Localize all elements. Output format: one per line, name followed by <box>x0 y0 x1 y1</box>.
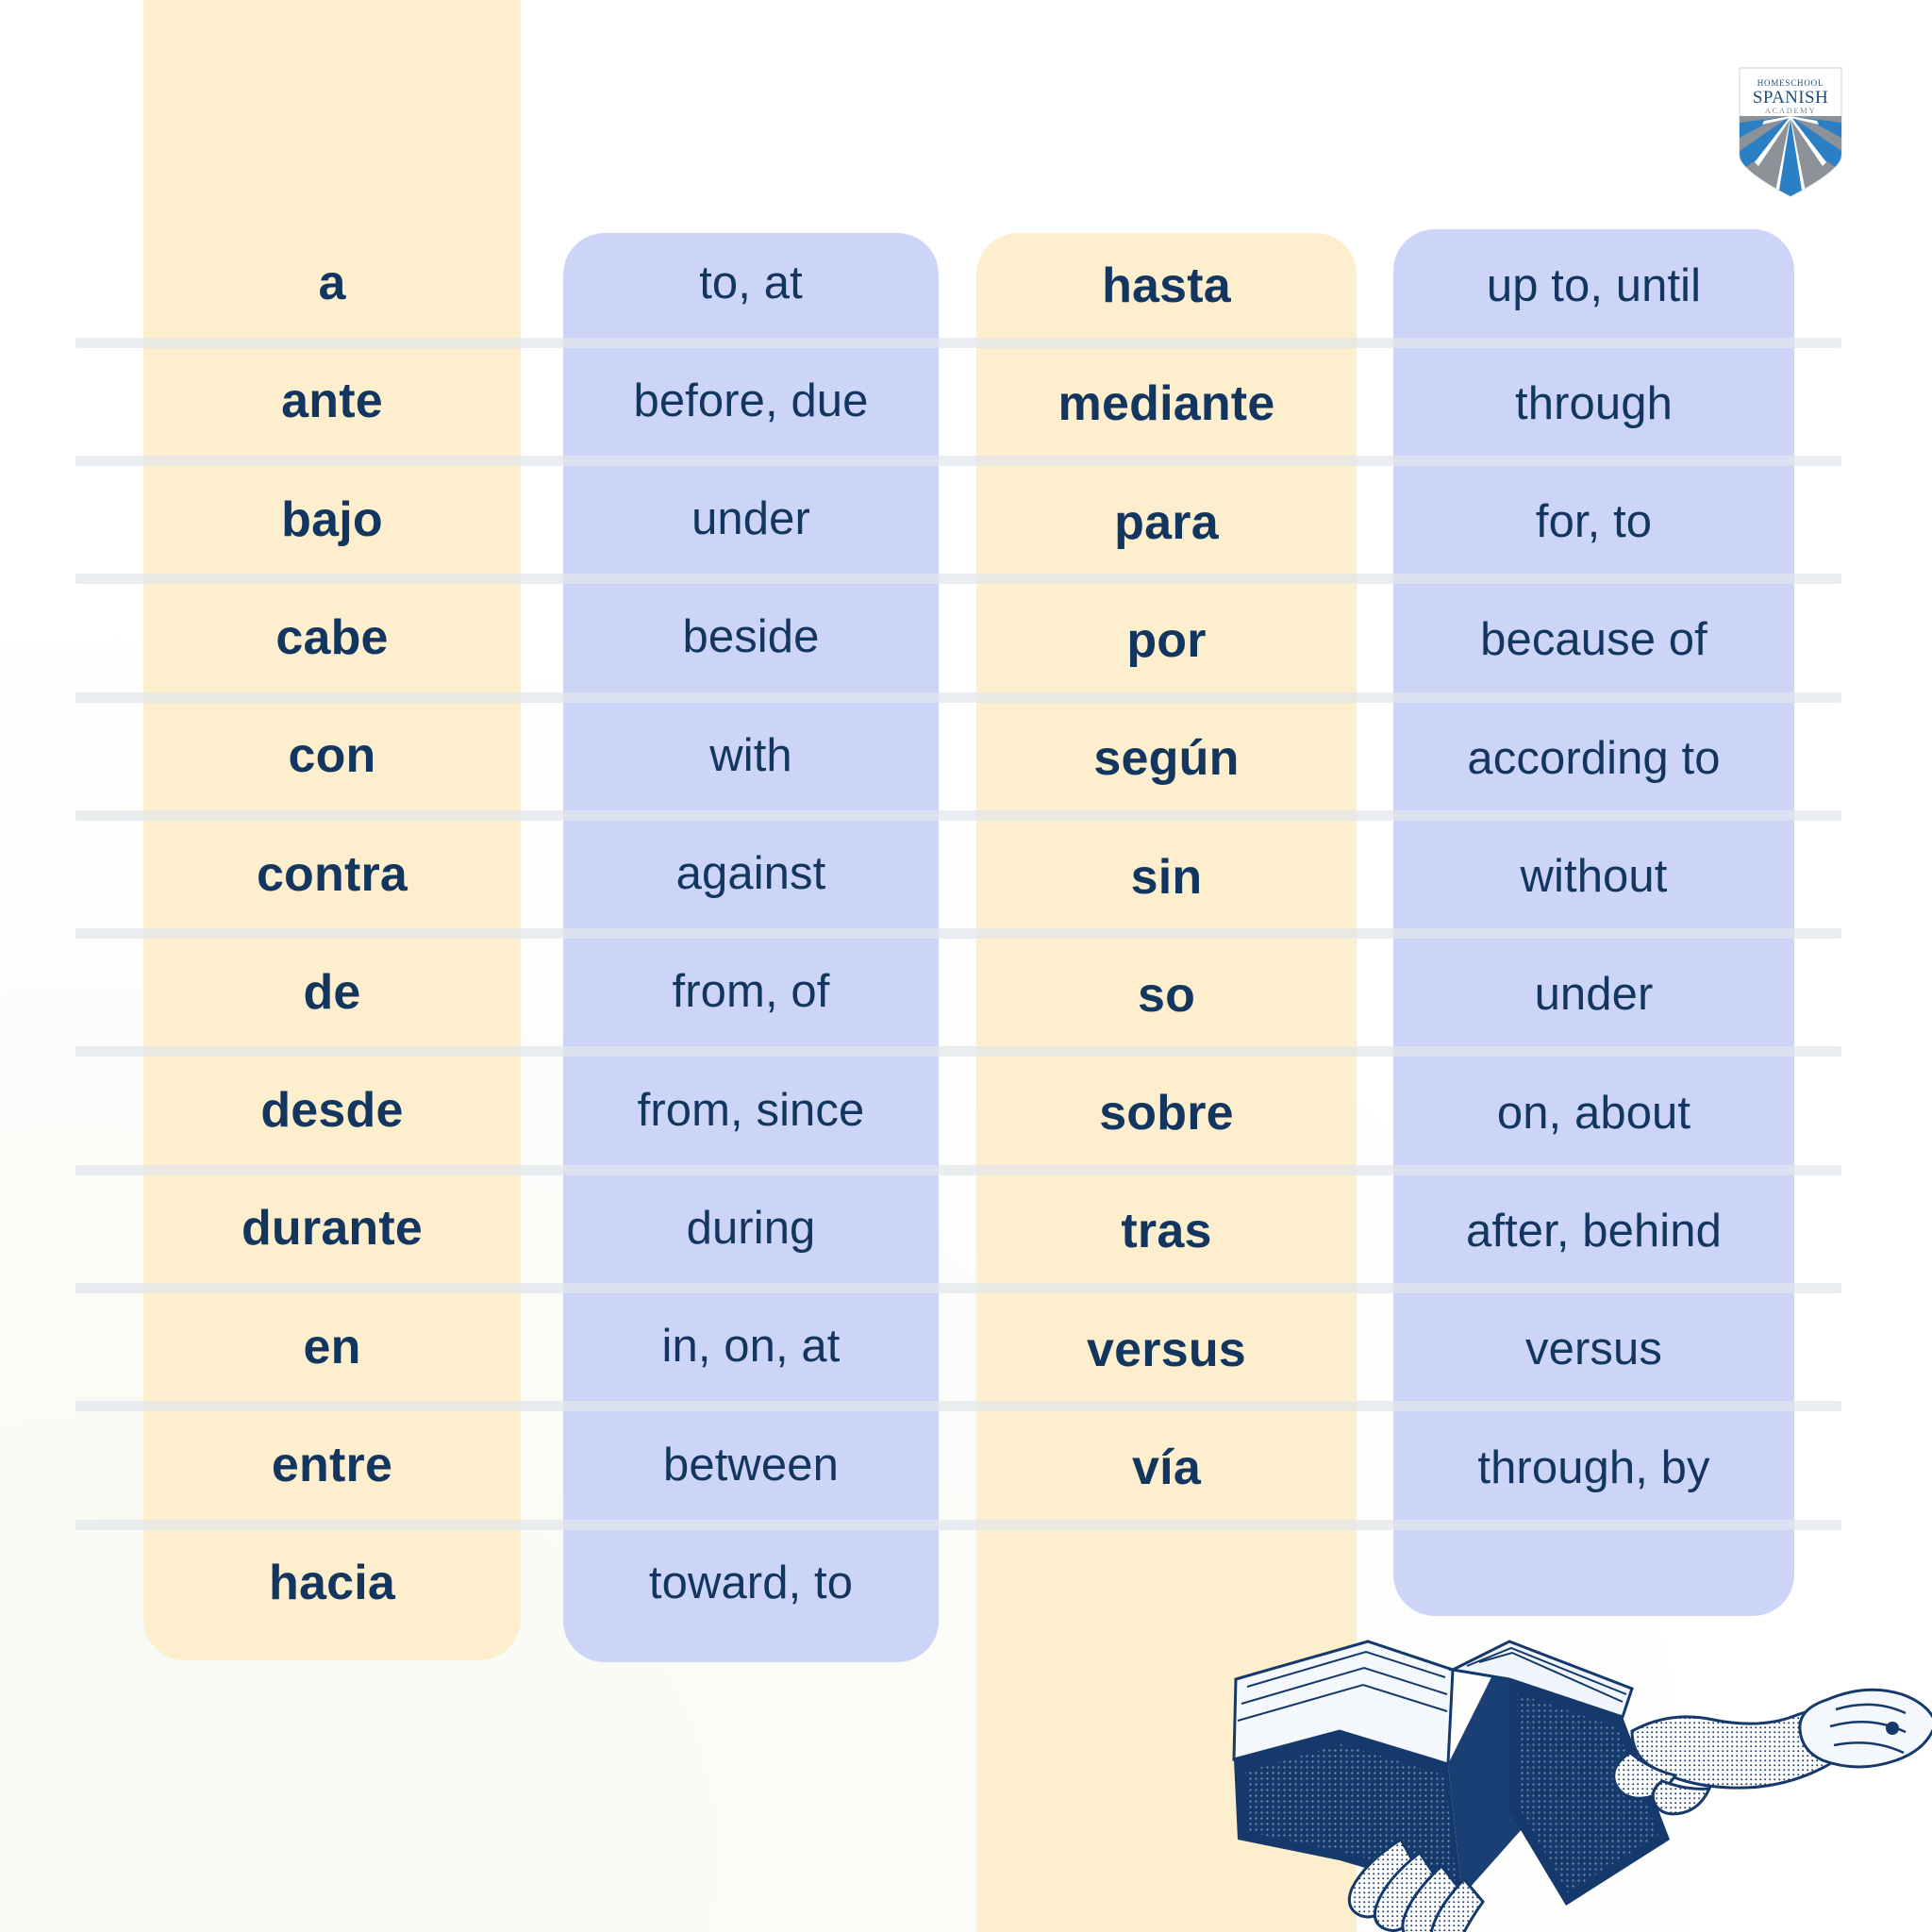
english-column-card-left <box>563 233 939 1662</box>
english-column-card-right <box>1393 229 1794 1616</box>
logo-line-1: HOMESCHOOL <box>1757 78 1824 88</box>
logo-line-2: SPANISH <box>1753 88 1828 108</box>
spanish-column-card-right <box>976 233 1357 1932</box>
spanish-column-card-left <box>143 0 521 1660</box>
homeschool-spanish-academy-logo: HOMESCHOOL SPANISH ACADEMY <box>1734 64 1847 200</box>
logo-line-3: ACADEMY <box>1765 106 1816 115</box>
hands-holding-open-book-illustration <box>1226 1528 1932 1932</box>
